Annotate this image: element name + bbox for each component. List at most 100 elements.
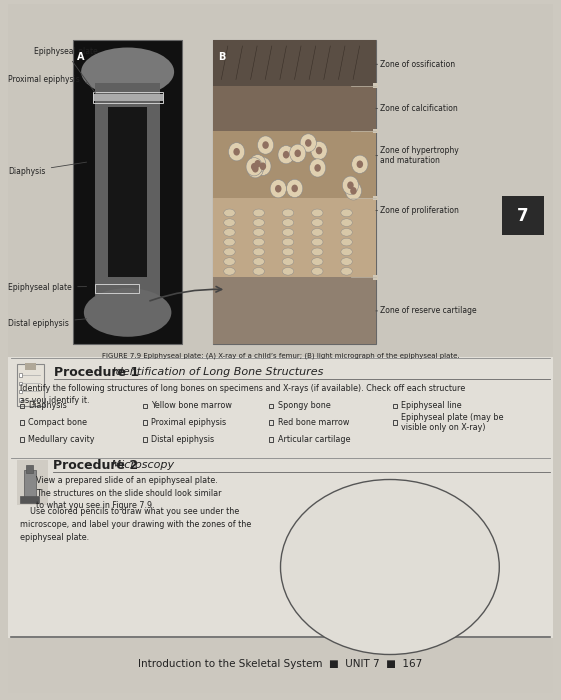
Text: Zone of proliferation: Zone of proliferation [376,206,459,215]
Text: Zone of calcification: Zone of calcification [376,104,458,113]
Ellipse shape [289,144,306,162]
Ellipse shape [253,258,264,265]
Bar [24,470,36,498]
Bar [19,382,22,385]
Ellipse shape [342,176,358,195]
Bar [95,83,160,295]
Bar [95,284,139,293]
Text: Identify the following structures of long bones on specimens and X-rays (if avai: Identify the following structures of lon… [20,384,465,405]
Bar [93,94,163,101]
Bar [393,420,397,425]
Bar [19,398,22,402]
Ellipse shape [257,136,274,154]
Ellipse shape [278,146,294,164]
Ellipse shape [282,228,294,236]
Ellipse shape [247,160,264,178]
Ellipse shape [250,155,266,173]
Bar [213,198,376,277]
Ellipse shape [246,158,263,176]
Ellipse shape [253,238,264,246]
Ellipse shape [341,258,352,265]
Ellipse shape [282,248,294,256]
Bar [19,390,22,393]
Text: Distal epiphysis: Distal epiphysis [151,435,215,444]
Bar [213,40,376,85]
Ellipse shape [341,248,352,256]
Ellipse shape [252,165,259,173]
Bar [213,277,376,344]
Text: Identification of Long Bone Structures: Identification of Long Bone Structures [109,368,323,377]
Bar [143,420,147,425]
Ellipse shape [352,155,368,174]
Bar [20,496,39,503]
Bar [93,92,163,103]
Text: Epiphyseal plate (may be
visible only on X-ray): Epiphyseal plate (may be visible only on… [401,413,504,433]
Ellipse shape [253,219,264,226]
Bar [269,403,273,408]
Ellipse shape [311,248,323,256]
Text: Medullary cavity: Medullary cavity [28,435,95,444]
Ellipse shape [311,228,323,236]
Ellipse shape [253,209,264,217]
Bar [8,4,553,357]
Ellipse shape [350,187,357,195]
Ellipse shape [260,162,266,170]
Text: Zone of reserve cartilage: Zone of reserve cartilage [376,307,477,316]
Ellipse shape [311,209,323,217]
Text: Compact bone: Compact bone [28,419,87,427]
Ellipse shape [224,209,235,217]
Ellipse shape [346,182,362,200]
Ellipse shape [311,141,327,160]
Ellipse shape [316,147,322,155]
Ellipse shape [295,150,301,157]
Ellipse shape [282,267,294,275]
Text: Microscopy: Microscopy [108,461,174,470]
Text: Yellow bone marrow: Yellow bone marrow [151,402,232,410]
Ellipse shape [341,228,352,236]
Ellipse shape [341,209,352,217]
Ellipse shape [81,48,174,96]
Bar [26,465,33,473]
Ellipse shape [311,219,323,226]
Text: Distal epiphysis: Distal epiphysis [8,318,86,328]
Ellipse shape [255,157,271,176]
Ellipse shape [283,151,289,158]
Bar [108,107,148,277]
Ellipse shape [228,143,245,161]
Ellipse shape [291,185,298,193]
Ellipse shape [287,179,303,197]
Ellipse shape [253,267,264,275]
Ellipse shape [275,185,282,193]
Ellipse shape [341,238,352,246]
Ellipse shape [224,267,235,275]
Bar [143,403,147,408]
Ellipse shape [311,258,323,265]
Ellipse shape [224,238,235,246]
Bar [213,40,376,344]
Bar [20,420,24,425]
Ellipse shape [253,248,264,256]
Ellipse shape [300,134,316,152]
Ellipse shape [357,160,363,168]
Text: Epiphyseal plate: Epiphyseal plate [34,48,98,93]
Ellipse shape [282,219,294,226]
Ellipse shape [347,181,353,189]
Bar [8,638,553,693]
Ellipse shape [84,288,172,337]
Ellipse shape [224,248,235,256]
Text: Zone of hypertrophy
and maturation: Zone of hypertrophy and maturation [376,146,459,165]
Text: Articular cartilage: Articular cartilage [278,435,350,444]
Text: Epiphyseal plate: Epiphyseal plate [8,283,86,291]
Ellipse shape [282,238,294,246]
Text: Proximal epiphysis: Proximal epiphysis [151,419,227,427]
Bar [20,437,24,442]
Bar [19,373,22,377]
Bar [502,196,544,235]
Bar [269,437,273,442]
Text: Introduction to the Skeletal System  ■  UNIT 7  ■  167: Introduction to the Skeletal System ■ UN… [139,659,422,668]
Text: A: A [77,52,85,62]
Ellipse shape [311,238,323,246]
Text: Red bone marrow: Red bone marrow [278,419,349,427]
Text: Epiphyseal line: Epiphyseal line [401,402,462,410]
Ellipse shape [341,267,352,275]
